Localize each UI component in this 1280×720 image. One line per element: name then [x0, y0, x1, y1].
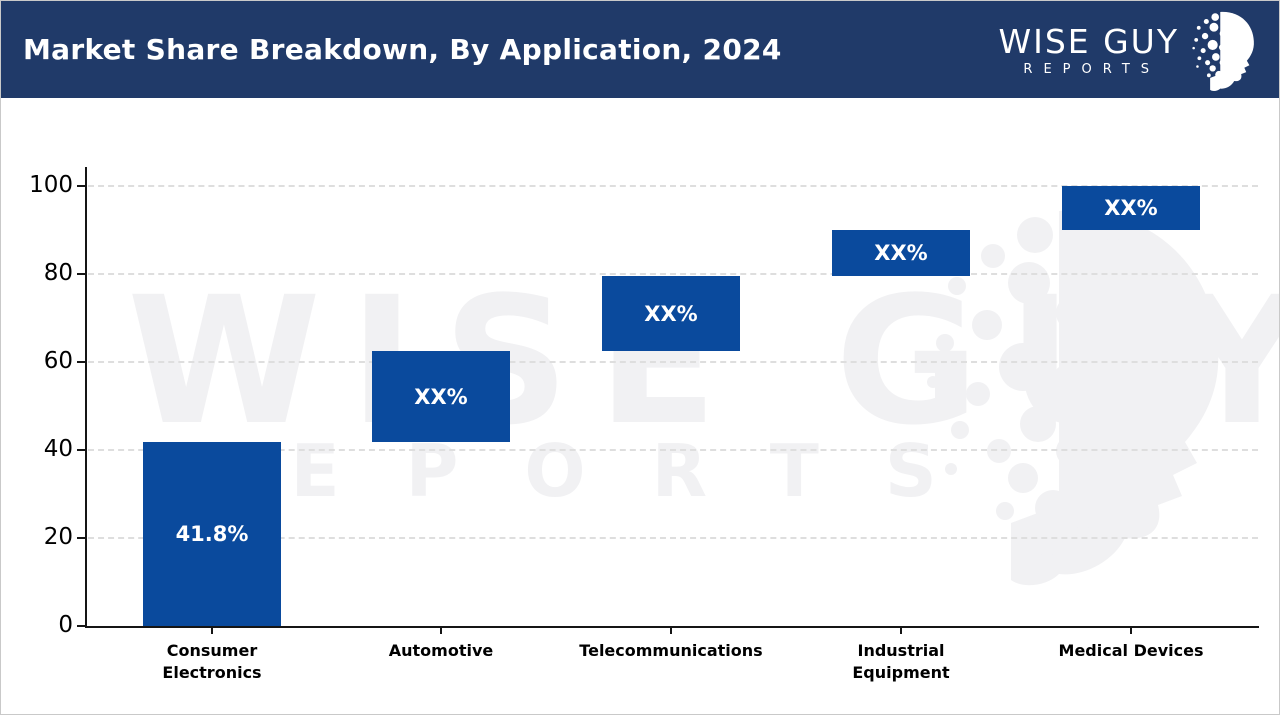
y-tick-mark	[77, 625, 85, 627]
y-tick-mark	[77, 185, 85, 187]
x-category-label: Telecommunications	[556, 640, 786, 662]
brand-name: WISE GUY	[998, 22, 1179, 61]
x-category-label: Industrial Equipment	[786, 640, 1016, 683]
y-tick-mark	[77, 273, 85, 275]
x-category-label-line: Medical Devices	[1058, 641, 1204, 660]
x-category-label: Consumer Electronics	[97, 640, 327, 683]
gridline	[88, 273, 1258, 275]
x-category-label: Automotive	[326, 640, 556, 662]
brand-head-icon	[1192, 11, 1254, 91]
bar-consumer-electronics: 41.8%	[143, 442, 281, 626]
gridline	[88, 185, 1258, 187]
page-title: Market Share Breakdown, By Application, …	[23, 33, 782, 66]
y-tick-mark	[77, 449, 85, 451]
bar-value-label: XX%	[644, 301, 698, 326]
y-tick-mark	[77, 537, 85, 539]
x-category-label-line: Automotive	[388, 641, 494, 660]
y-tick-label: 40	[43, 436, 73, 462]
y-tick-label: 20	[43, 524, 73, 550]
brand-logo-text: WISE GUY REPORTS	[998, 22, 1179, 77]
x-category-label-line: Consumer	[166, 641, 258, 660]
gridline	[88, 449, 1258, 451]
bar-telecommunications: XX%	[602, 276, 740, 351]
x-category-label: Medical Devices	[1016, 640, 1246, 662]
x-category-label-line: Electronics	[162, 662, 262, 682]
gridline	[88, 537, 1258, 539]
bar-value-label: 41.8%	[175, 522, 249, 547]
y-tick-label: 100	[29, 172, 73, 198]
bar-automotive: XX%	[372, 351, 510, 443]
watermark-text-reports: REPORTS	[169, 429, 1003, 513]
y-axis-line	[85, 167, 87, 628]
y-tick-mark	[77, 361, 85, 363]
brand-subname: REPORTS	[1023, 62, 1161, 77]
bar-medical-devices: XX%	[1062, 186, 1200, 230]
x-axis-line	[85, 626, 1259, 628]
brand-logo: WISE GUY REPORTS	[998, 8, 1257, 92]
bar-industrial-equipment: XX%	[832, 229, 970, 277]
watermark-head-icon	[927, 210, 1219, 586]
gridline	[88, 361, 1258, 363]
y-tick-label: 0	[58, 612, 73, 638]
y-tick-label: 60	[43, 348, 73, 374]
x-tick-mark	[211, 628, 213, 634]
bar-value-label: XX%	[1104, 195, 1158, 220]
x-tick-mark	[900, 628, 902, 634]
x-category-label-line: Telecommunications	[579, 641, 763, 660]
x-tick-mark	[1130, 628, 1132, 634]
bar-value-label: XX%	[874, 240, 928, 265]
x-category-label-line: Equipment	[852, 662, 950, 682]
x-category-label-line: Industrial	[857, 641, 945, 660]
x-tick-mark	[440, 628, 442, 634]
x-tick-mark	[670, 628, 672, 634]
y-tick-label: 80	[43, 260, 73, 286]
header-bar: Market Share Breakdown, By Application, …	[1, 1, 1279, 98]
bar-value-label: XX%	[414, 384, 468, 409]
